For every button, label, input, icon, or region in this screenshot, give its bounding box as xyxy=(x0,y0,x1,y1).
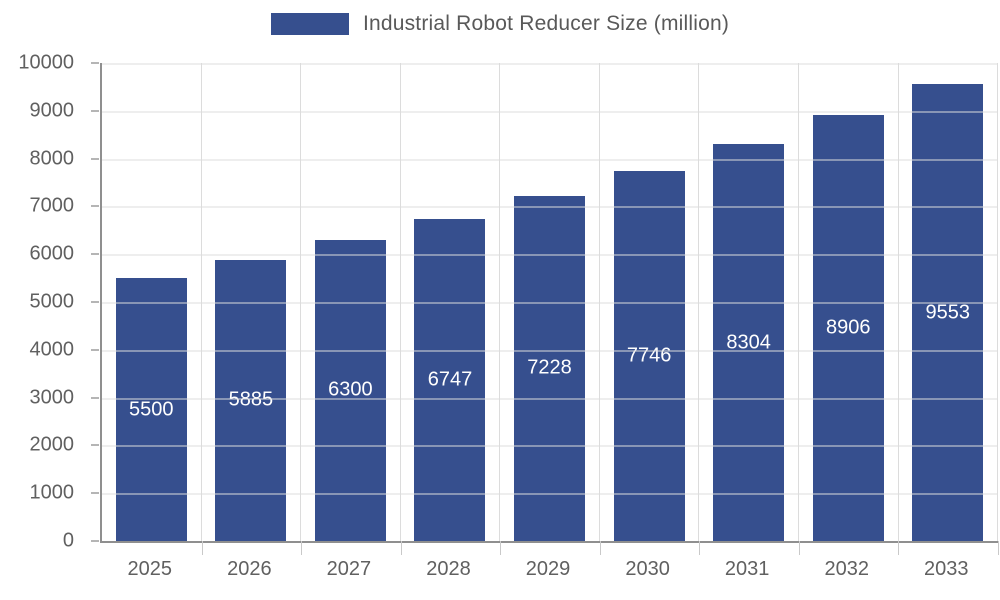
bar-2027[interactable]: 6300 xyxy=(314,239,386,541)
y-axis-tick xyxy=(91,109,99,112)
x-axis-tick xyxy=(201,541,203,555)
y-tick-label: 9000 xyxy=(29,99,75,122)
gridline-horizontal xyxy=(102,63,998,65)
x-axis-tick xyxy=(798,541,800,555)
category-slot: 7228 xyxy=(500,63,600,541)
x-axis-tick xyxy=(699,541,701,555)
category-slot: 5500 xyxy=(102,63,202,541)
gridline-horizontal xyxy=(102,445,998,447)
gridline-horizontal xyxy=(102,493,998,495)
y-tick-label: 10000 xyxy=(18,51,74,74)
bar-2025[interactable]: 5500 xyxy=(115,278,187,541)
y-axis-tick xyxy=(91,301,99,303)
x-tick-label: 2029 xyxy=(525,558,571,580)
x-axis: 2025 2026 2027 2028 2029 2030 2031 2032 2033 xyxy=(100,543,996,581)
bar-value-label: 8906 xyxy=(825,316,871,339)
x-tick-label: 2033 xyxy=(924,558,969,580)
y-axis-tick xyxy=(91,205,99,208)
y-tick-label: 3000 xyxy=(29,386,75,409)
x-tick-label: 2031 xyxy=(724,558,770,580)
category-slot: 9553 xyxy=(899,63,999,541)
y-axis-tick xyxy=(91,157,99,160)
gridline-horizontal xyxy=(102,206,998,208)
x-axis-tick xyxy=(898,541,900,555)
category-slot: 7746 xyxy=(600,63,700,541)
bar-2032[interactable]: 8906 xyxy=(812,115,884,541)
bar-value-label: 7746 xyxy=(626,344,672,367)
y-axis-tick xyxy=(91,253,99,256)
bar-value-label: 5885 xyxy=(228,388,274,411)
y-axis-tick xyxy=(91,540,99,542)
gridline-horizontal xyxy=(102,159,998,161)
gridline-horizontal xyxy=(102,350,998,352)
y-tick-label: 4000 xyxy=(29,338,75,361)
legend[interactable]: Industrial Robot Reducer Size (million) xyxy=(0,12,1000,36)
x-axis-tick xyxy=(301,541,303,555)
bar-2029[interactable]: 7228 xyxy=(514,195,585,541)
category-slot: 8304 xyxy=(699,63,799,541)
y-tick-label: 2000 xyxy=(29,433,75,456)
y-tick-label: 7000 xyxy=(29,194,75,217)
y-tick-label: 8000 xyxy=(29,147,75,170)
legend-swatch xyxy=(270,13,349,35)
x-tick-label: 2027 xyxy=(326,558,372,580)
bar-value-label: 9553 xyxy=(925,301,971,324)
bar-2028[interactable]: 6747 xyxy=(414,218,486,541)
gridline-horizontal xyxy=(102,111,998,113)
x-axis-tick xyxy=(599,541,601,555)
bar-2030[interactable]: 7746 xyxy=(613,170,685,541)
y-tick-label: 5000 xyxy=(29,290,75,313)
y-tick-label: 0 xyxy=(62,529,74,552)
x-axis-tick xyxy=(998,541,999,555)
legend-label: Industrial Robot Reducer Size (million) xyxy=(362,12,730,35)
category-slot: 6747 xyxy=(401,63,501,541)
x-tick-label: 2028 xyxy=(426,558,471,580)
x-tick-label: 2026 xyxy=(227,558,272,580)
x-tick-label: 2032 xyxy=(824,558,869,580)
y-axis-tick xyxy=(91,444,99,447)
category-slot: 6300 xyxy=(301,63,401,541)
y-axis-tick xyxy=(91,492,99,495)
bar-series: 5500 5885 6300 6747 7228 7746 8304 8906 9553 xyxy=(102,63,999,541)
x-tick-label: 2030 xyxy=(625,558,670,580)
y-tick-label: 6000 xyxy=(29,242,75,265)
y-axis-tick xyxy=(91,348,99,351)
gridline-horizontal xyxy=(102,302,998,304)
y-tick-label: 1000 xyxy=(29,481,75,504)
bar-value-label: 6300 xyxy=(328,378,373,401)
category-slot: 8906 xyxy=(799,63,899,541)
y-axis-tick xyxy=(91,62,99,64)
bar-2031[interactable]: 8304 xyxy=(713,144,785,541)
x-axis-tick xyxy=(500,541,502,555)
bar-value-label: 6747 xyxy=(427,368,473,391)
y-axis: 0 1000 2000 3000 4000 5000 6000 7000 8000 9000 100… xyxy=(0,52,88,552)
bar-value-label: 8304 xyxy=(726,331,771,354)
x-axis-tick xyxy=(400,541,402,555)
bar-value-label: 7228 xyxy=(527,356,572,379)
gridline-horizontal xyxy=(102,254,998,256)
plot-area: 5500 5885 6300 6747 7228 7746 8304 8906 9553 xyxy=(91,62,999,555)
gridline-horizontal xyxy=(102,398,998,400)
bar-2033[interactable]: 9553 xyxy=(912,84,984,541)
y-axis-tick xyxy=(91,396,99,399)
x-tick-label: 2025 xyxy=(127,558,173,580)
bar-value-label: 5500 xyxy=(129,398,174,421)
